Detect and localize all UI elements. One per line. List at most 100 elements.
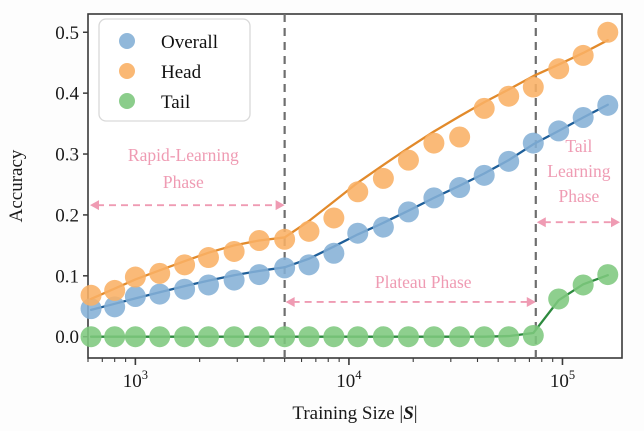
x-axis-title: Training Size |S| bbox=[292, 403, 417, 424]
annotation-line: Learning bbox=[547, 161, 610, 181]
data-point-tail bbox=[372, 326, 394, 348]
legend-item-head[interactable]: Head bbox=[119, 62, 202, 83]
data-point-overall bbox=[347, 222, 369, 244]
data-point-tail bbox=[449, 326, 471, 348]
y-tick-label: 0.5 bbox=[55, 23, 79, 44]
data-point-tail bbox=[347, 326, 369, 348]
data-point-tail bbox=[124, 326, 146, 348]
data-point-overall bbox=[248, 264, 270, 286]
legend-item-tail[interactable]: Tail bbox=[119, 92, 190, 113]
data-point-head bbox=[248, 229, 270, 251]
data-point-overall bbox=[223, 269, 245, 291]
annotation-line: Tail bbox=[565, 136, 592, 156]
data-point-tail bbox=[423, 326, 445, 348]
y-tick-label: 0.0 bbox=[55, 327, 79, 348]
data-point-tail bbox=[397, 326, 419, 348]
data-point-head bbox=[298, 220, 320, 242]
tail-learning-phase-arrow bbox=[536, 217, 620, 228]
phase-dividers bbox=[283, 14, 537, 358]
data-point-tail bbox=[80, 326, 102, 348]
annotation-line: Phase bbox=[163, 172, 204, 192]
tail-learning-phase-label: Tail Learning Phase bbox=[547, 136, 610, 206]
data-point-overall bbox=[298, 254, 320, 276]
data-point-head bbox=[449, 126, 471, 148]
plateau-phase-arrow bbox=[285, 296, 536, 307]
legend-label: Overall bbox=[161, 32, 218, 53]
arrow-head-left bbox=[536, 217, 546, 228]
data-point-tail bbox=[198, 326, 219, 348]
data-point-head bbox=[323, 207, 345, 229]
fit-line-overall bbox=[89, 103, 609, 312]
data-point-head bbox=[522, 76, 544, 98]
legend-label: Head bbox=[161, 62, 202, 83]
data-point-head bbox=[473, 97, 495, 119]
data-point-overall bbox=[274, 257, 296, 279]
data-point-head bbox=[597, 21, 619, 43]
data-point-overall bbox=[372, 216, 394, 238]
legend-box bbox=[98, 18, 251, 122]
data-point-overall bbox=[449, 177, 471, 199]
data-point-overall bbox=[548, 120, 570, 142]
arrow-head-left bbox=[285, 296, 295, 307]
data-point-tail bbox=[597, 264, 619, 286]
data-point-head bbox=[80, 284, 102, 306]
rapid-learning-phase-arrow bbox=[90, 200, 285, 211]
data-point-tail bbox=[174, 326, 196, 348]
annotation-line: Plateau Phase bbox=[375, 272, 472, 292]
data-point-head bbox=[124, 266, 146, 288]
data-point-head bbox=[174, 254, 196, 276]
data-point-tail bbox=[572, 274, 594, 296]
data-point-head bbox=[498, 85, 520, 107]
data-point-overall bbox=[522, 132, 544, 154]
data-point-overall bbox=[423, 187, 445, 209]
legend-marker-tail bbox=[119, 93, 135, 109]
data-point-head bbox=[372, 167, 394, 189]
series-head bbox=[80, 21, 619, 306]
data-point-head bbox=[347, 181, 369, 203]
legend-item-overall[interactable]: Overall bbox=[119, 32, 218, 53]
data-point-tail bbox=[274, 326, 296, 348]
data-point-overall bbox=[149, 283, 171, 305]
y-axis-title: Accuracy bbox=[6, 149, 27, 222]
data-point-overall bbox=[198, 274, 219, 296]
axis-spines bbox=[87, 13, 623, 359]
data-point-head bbox=[223, 240, 245, 262]
series-overall bbox=[80, 94, 619, 320]
legend-marker-head bbox=[119, 63, 135, 79]
plateau-phase-label: Plateau Phase bbox=[375, 272, 472, 292]
annotation-line: Phase bbox=[558, 186, 599, 206]
data-point-head bbox=[548, 58, 570, 80]
y-axis: 0.0 0.1 0.2 0.3 0.4 0.5 Accuracy bbox=[6, 23, 88, 348]
legend: Overall Head Tail bbox=[98, 18, 251, 122]
arrow-head-left bbox=[90, 200, 99, 211]
data-point-overall bbox=[104, 296, 126, 318]
data-point-overall bbox=[323, 242, 345, 264]
data-point-tail bbox=[298, 326, 320, 348]
series-tail bbox=[80, 264, 619, 348]
data-point-overall bbox=[572, 107, 594, 128]
y-tick-label: 0.4 bbox=[55, 84, 79, 105]
data-point-overall bbox=[473, 164, 495, 186]
phase-annotations: Rapid-Learning Phase Plateau Phase Tail Lear… bbox=[90, 136, 620, 307]
data-point-tail bbox=[498, 326, 520, 348]
data-point-head bbox=[104, 279, 126, 301]
fit-line-head bbox=[89, 39, 609, 301]
arrow-head-right bbox=[611, 217, 620, 228]
legend-marker-overall bbox=[119, 33, 135, 49]
y-tick-label: 0.3 bbox=[55, 145, 79, 166]
arrow-head-right bbox=[275, 200, 285, 211]
data-point-overall bbox=[498, 150, 520, 172]
fit-line-tail bbox=[89, 274, 609, 338]
data-point-head bbox=[397, 149, 419, 171]
rapid-learning-phase-label: Rapid-Learning Phase bbox=[128, 145, 239, 192]
y-tick-label: 0.1 bbox=[55, 266, 79, 287]
data-point-overall bbox=[124, 286, 146, 308]
legend-label: Tail bbox=[161, 92, 190, 113]
data-point-head bbox=[274, 228, 296, 250]
data-point-tail bbox=[149, 326, 171, 348]
data-point-tail bbox=[323, 326, 345, 348]
arrow-head-right bbox=[526, 296, 536, 307]
